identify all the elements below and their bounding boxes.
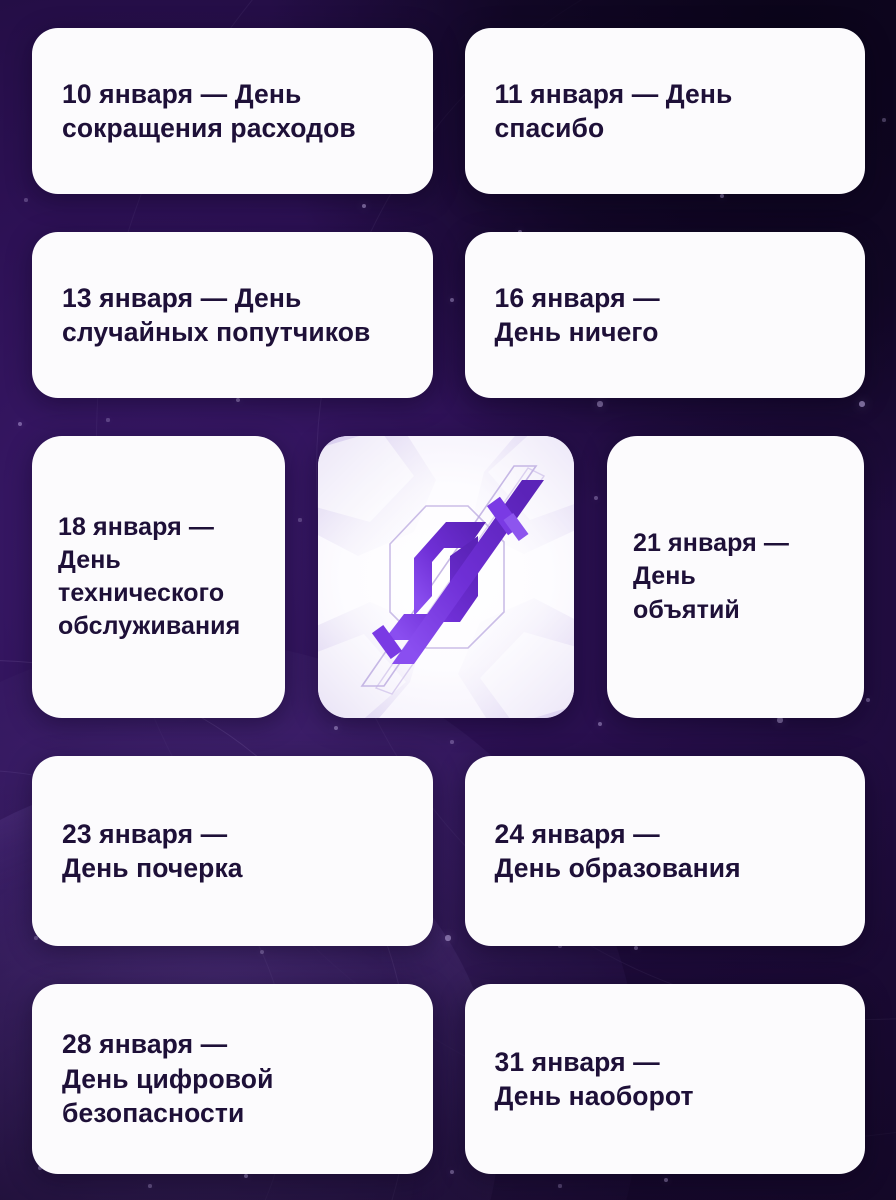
star-dot	[148, 1184, 152, 1188]
holiday-card-text: 23 января — День почерка	[62, 818, 243, 883]
brand-logo-tile[interactable]	[318, 436, 574, 718]
star-dot	[597, 401, 603, 407]
star-dot	[450, 740, 454, 744]
star-dot	[866, 698, 870, 702]
holiday-card[interactable]: 16 января — День ничего	[464, 232, 865, 398]
holiday-card-text: 31 января — День наоборот	[494, 1046, 694, 1111]
holiday-card[interactable]: 13 января — День случайных попутчиков	[32, 232, 433, 398]
star-dot	[106, 418, 110, 422]
star-dot	[859, 401, 865, 407]
abstract-diagonal-logo-icon	[318, 436, 574, 718]
star-dot	[633, 945, 639, 951]
star-dot	[882, 118, 886, 122]
star-dot	[243, 1173, 249, 1179]
holiday-card-text: 10 января — День сокращения расходов	[62, 78, 356, 143]
star-dot	[235, 397, 241, 403]
holiday-card[interactable]: 11 января — День спасибо	[464, 28, 865, 194]
holiday-card-text: 11 января — День спасибо	[494, 78, 733, 143]
holiday-card[interactable]: 21 января — День объятий	[607, 436, 864, 718]
star-dot	[719, 193, 725, 199]
holiday-card-text: 16 января — День ничего	[494, 282, 660, 347]
middle-row: 18 января — День технического обслуживан…	[32, 436, 865, 718]
star-dot	[558, 1184, 562, 1188]
star-dot	[37, 1165, 43, 1171]
holiday-card-text: 13 января — День случайных попутчиков	[62, 282, 371, 347]
star-dot	[450, 1170, 454, 1174]
holiday-card[interactable]: 23 января — День почерка	[32, 756, 433, 946]
holiday-card-text: 24 января — День образования	[494, 818, 741, 883]
star-dot	[34, 936, 38, 940]
star-dot	[260, 950, 264, 954]
holiday-card[interactable]: 28 января — День цифровой безопасности	[32, 984, 433, 1174]
holiday-card[interactable]: 18 января — День технического обслуживан…	[32, 436, 285, 718]
star-dot	[333, 725, 339, 731]
holiday-card[interactable]: 31 января — День наоборот	[464, 984, 865, 1174]
star-dot	[445, 935, 451, 941]
holiday-card[interactable]: 24 января — День образования	[464, 756, 865, 946]
star-dot	[594, 496, 598, 500]
star-dot	[298, 518, 302, 522]
star-dot	[663, 1177, 669, 1183]
star-dot	[777, 717, 783, 723]
star-dot	[24, 198, 28, 202]
star-dot	[361, 203, 367, 209]
star-dot	[598, 722, 602, 726]
star-dot	[17, 421, 23, 427]
holiday-card-text: 21 января — День объятий	[633, 529, 789, 624]
holiday-card-text: 18 января — День технического обслуживан…	[58, 512, 241, 641]
star-dot	[450, 298, 454, 302]
holiday-card[interactable]: 10 января — День сокращения расходов	[32, 28, 433, 194]
holiday-card-text: 28 января — День цифровой безопасности	[62, 1029, 274, 1129]
